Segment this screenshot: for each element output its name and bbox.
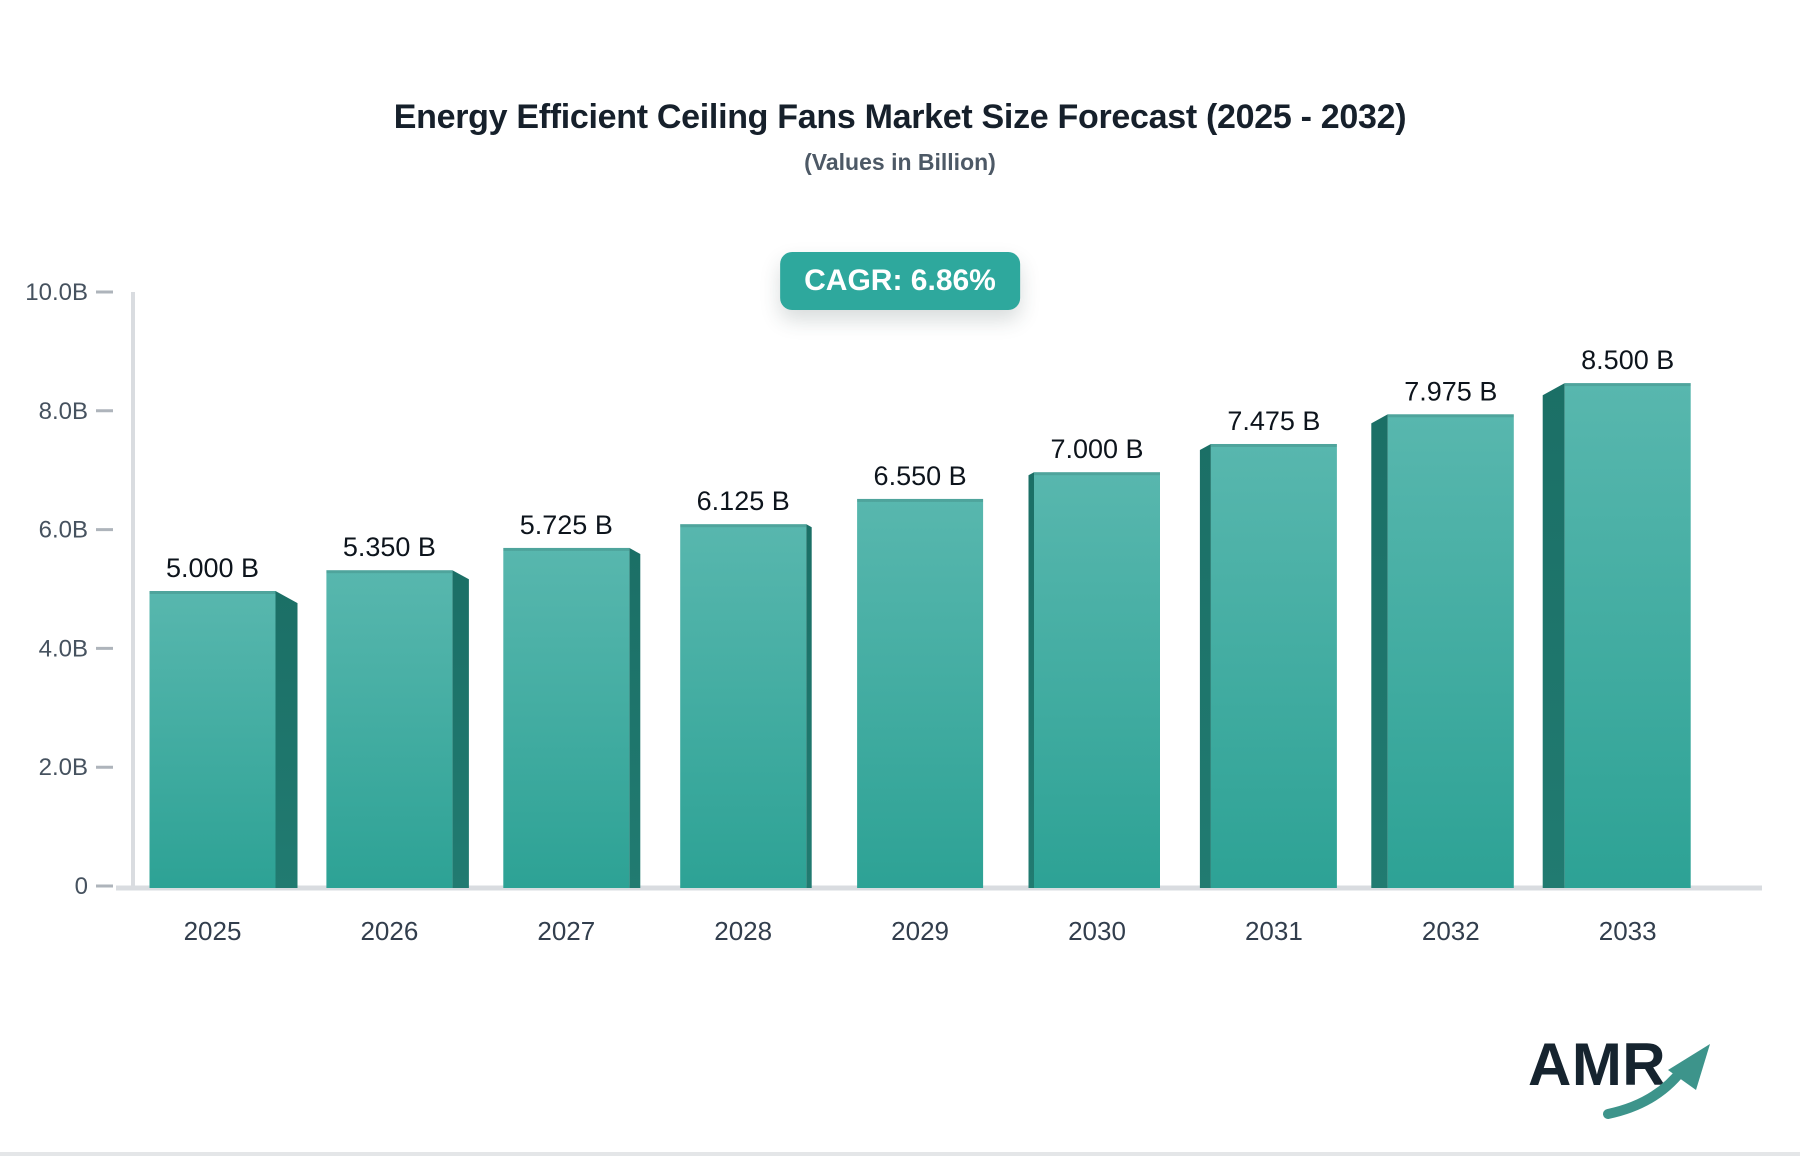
- chart-labels: 10.0B 8.0B 6.0B 4.0B 2.0B 0 5.000 B 2025 5.350 B…: [25, 279, 1674, 946]
- chart-subtitle: (Values in Billion): [804, 149, 996, 175]
- bar-2030: [1028, 472, 1160, 888]
- bar-front-face: [857, 498, 984, 888]
- bar-2027: [503, 547, 641, 888]
- amr-logo: AMR: [1528, 1030, 1768, 1130]
- y-axis-label: 8.0B: [39, 398, 88, 425]
- amr-logo-text: AMR: [1528, 1031, 1667, 1098]
- bar-top-edge: [149, 591, 276, 594]
- bar-top-edge: [1387, 414, 1514, 418]
- y-axis-label: 10.0B: [25, 279, 88, 306]
- x-axis-label: 2026: [360, 916, 418, 946]
- value-label: 6.550 B: [874, 461, 967, 491]
- x-axis-label: 2027: [537, 916, 595, 946]
- chart-title: Energy Efficient Ceiling Fans Market Siz…: [393, 98, 1407, 136]
- bar-top-edge: [1210, 443, 1337, 447]
- y-axis-label: 0: [75, 873, 88, 900]
- bar-side-face: [629, 547, 641, 888]
- bar-2029: [857, 498, 984, 888]
- y-axis-label: 4.0B: [39, 635, 88, 662]
- bar-2026: [326, 570, 469, 888]
- bar-front-face: [680, 524, 807, 888]
- y-axis-label: 2.0B: [39, 754, 88, 781]
- x-axis-label: 2033: [1599, 916, 1657, 946]
- bar-2032: [1371, 414, 1514, 888]
- bar-top-edge: [857, 498, 984, 502]
- value-label: 6.125 B: [697, 486, 790, 516]
- bar-front-face: [149, 591, 276, 888]
- bar-front-face: [1564, 383, 1691, 888]
- bar-front-face: [503, 547, 630, 888]
- value-label: 7.000 B: [1050, 434, 1143, 464]
- chart-bars: [149, 383, 1691, 888]
- x-axis-label: 2028: [714, 916, 772, 946]
- value-label: 7.975 B: [1404, 376, 1497, 406]
- bar-front-face: [1210, 443, 1337, 888]
- bar-2031: [1199, 443, 1337, 888]
- bar-side-face: [806, 524, 812, 888]
- bar-side-face: [452, 570, 469, 888]
- bar-top-edge: [503, 547, 630, 551]
- bar-2028: [680, 524, 812, 888]
- bar-front-face: [1034, 472, 1160, 888]
- bar-top-edge: [1034, 472, 1160, 476]
- bar-top-edge: [1564, 383, 1691, 387]
- value-label: 8.500 B: [1581, 345, 1674, 375]
- growth-arrow-icon: [1603, 1044, 1710, 1119]
- y-axis-label: 6.0B: [39, 517, 88, 544]
- x-axis-label: 2025: [184, 916, 242, 946]
- bar-front-face: [326, 570, 453, 888]
- bar-top-edge: [680, 524, 807, 528]
- page-bottom-border: [0, 1152, 1800, 1156]
- bar-2025: [149, 591, 298, 888]
- bar-top-edge: [326, 570, 453, 574]
- bar-side-face: [1028, 472, 1034, 888]
- x-axis-label: 2029: [891, 916, 949, 946]
- bar-front-face: [1387, 414, 1514, 888]
- bar-side-face: [1542, 383, 1565, 888]
- bar-side-face: [1199, 443, 1211, 888]
- cagr-badge: CAGR: 6.86%: [780, 252, 1020, 310]
- value-label: 5.725 B: [520, 510, 613, 540]
- value-label: 5.000 B: [166, 553, 259, 583]
- x-axis-label: 2031: [1245, 916, 1303, 946]
- bar-side-face: [275, 591, 298, 888]
- bar-2033: [1542, 383, 1691, 888]
- value-label: 7.475 B: [1227, 406, 1320, 436]
- x-axis-label: 2030: [1068, 916, 1126, 946]
- x-axis-label: 2032: [1422, 916, 1480, 946]
- value-label: 5.350 B: [343, 532, 436, 562]
- bar-side-face: [1371, 414, 1388, 888]
